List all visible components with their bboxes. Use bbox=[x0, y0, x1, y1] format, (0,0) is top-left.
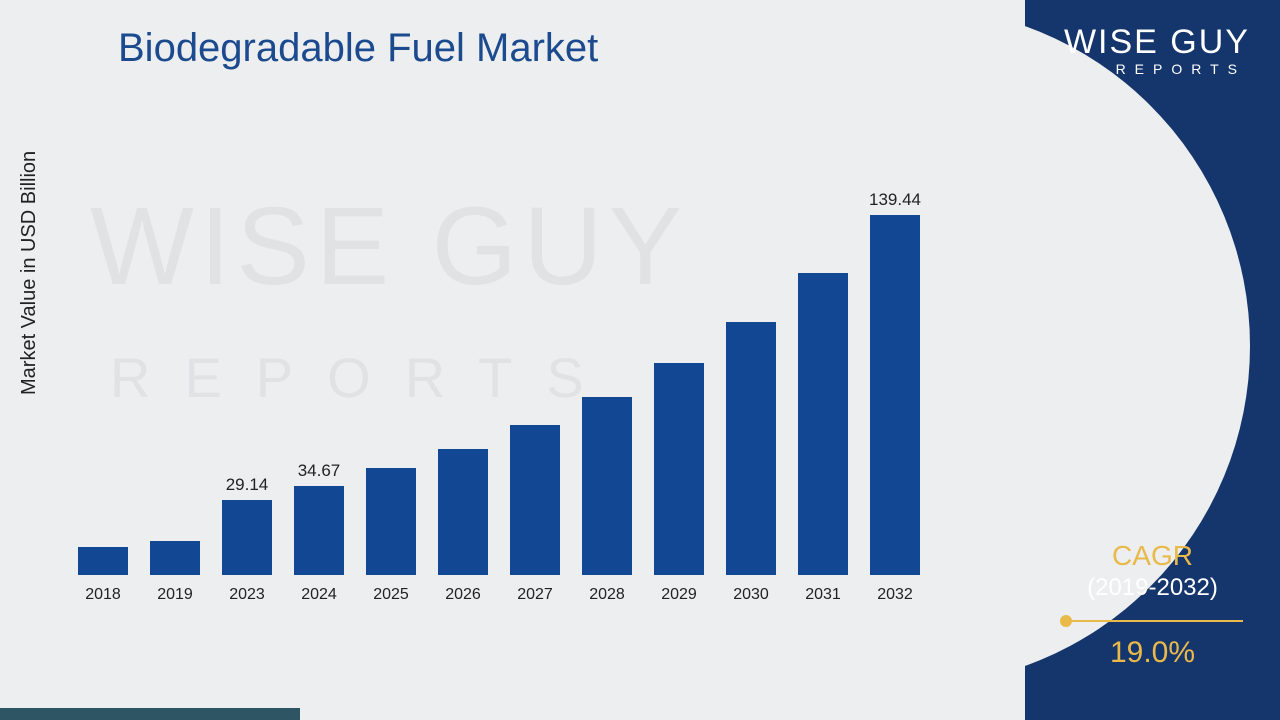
cagr-value: 19.0% bbox=[1045, 636, 1260, 670]
bar-slot: 139.44 bbox=[870, 190, 920, 575]
x-tick-label: 2028 bbox=[589, 586, 625, 604]
x-tick-label: 2019 bbox=[157, 586, 193, 604]
bar-rect bbox=[78, 547, 128, 575]
bar-rect bbox=[438, 449, 488, 575]
bar-slot bbox=[582, 397, 632, 575]
bar-rect bbox=[510, 425, 560, 575]
bar-value-label: 29.14 bbox=[226, 475, 269, 495]
bar-rect bbox=[726, 322, 776, 575]
cagr-range: (2019-2032) bbox=[1045, 574, 1260, 602]
bar-slot bbox=[798, 273, 848, 575]
bar-slot bbox=[366, 468, 416, 575]
brand-logo-main: WISE GUY bbox=[1064, 25, 1250, 59]
bar-slot bbox=[438, 449, 488, 575]
cagr-divider bbox=[1063, 620, 1243, 622]
x-tick-label: 2030 bbox=[733, 586, 769, 604]
chart-title: Biodegradable Fuel Market bbox=[118, 26, 598, 71]
bar-slot bbox=[78, 547, 128, 575]
x-tick-label: 2029 bbox=[661, 586, 697, 604]
bar-slot bbox=[726, 322, 776, 575]
x-tick-label: 2018 bbox=[85, 586, 121, 604]
page-root: WISE GUY REPORTS Biodegradable Fuel Mark… bbox=[0, 0, 1280, 720]
cagr-title: CAGR bbox=[1045, 540, 1260, 572]
bar-rect bbox=[798, 273, 848, 575]
bar-slot bbox=[150, 541, 200, 575]
x-axis: 2018 2019 2023 2024 2025 2026 2027 2028 2029 2030… bbox=[78, 580, 938, 604]
bar-rect bbox=[150, 541, 200, 575]
bar-slot: 34.67 bbox=[294, 461, 344, 575]
brand-logo: WISE GUY REPORTS bbox=[1064, 25, 1250, 77]
bar-rect bbox=[294, 486, 344, 575]
bars-container: 29.14 34.67 139.44 bbox=[78, 175, 938, 575]
brand-logo-sub: REPORTS bbox=[1064, 61, 1250, 77]
bar-rect bbox=[222, 500, 272, 575]
x-tick-label: 2027 bbox=[517, 586, 553, 604]
bottom-strip bbox=[0, 708, 300, 720]
bar-rect bbox=[654, 363, 704, 575]
x-tick-label: 2025 bbox=[373, 586, 409, 604]
x-tick-label: 2031 bbox=[805, 586, 841, 604]
x-tick-label: 2032 bbox=[877, 586, 913, 604]
x-tick-label: 2026 bbox=[445, 586, 481, 604]
bar-rect bbox=[582, 397, 632, 575]
cagr-block: CAGR (2019-2032) 19.0% bbox=[1045, 540, 1260, 670]
bar-value-label: 34.67 bbox=[298, 461, 341, 481]
y-axis-label: Market Value in USD Billion bbox=[18, 151, 41, 395]
bar-rect bbox=[366, 468, 416, 575]
x-tick-label: 2023 bbox=[229, 586, 265, 604]
bar-slot bbox=[654, 363, 704, 575]
bar-slot bbox=[510, 425, 560, 575]
bar-rect bbox=[870, 215, 920, 575]
x-tick-label: 2024 bbox=[301, 586, 337, 604]
bar-slot: 29.14 bbox=[222, 475, 272, 575]
chart-area: 29.14 34.67 139.44 bbox=[78, 175, 938, 575]
bar-value-label: 139.44 bbox=[869, 190, 921, 210]
